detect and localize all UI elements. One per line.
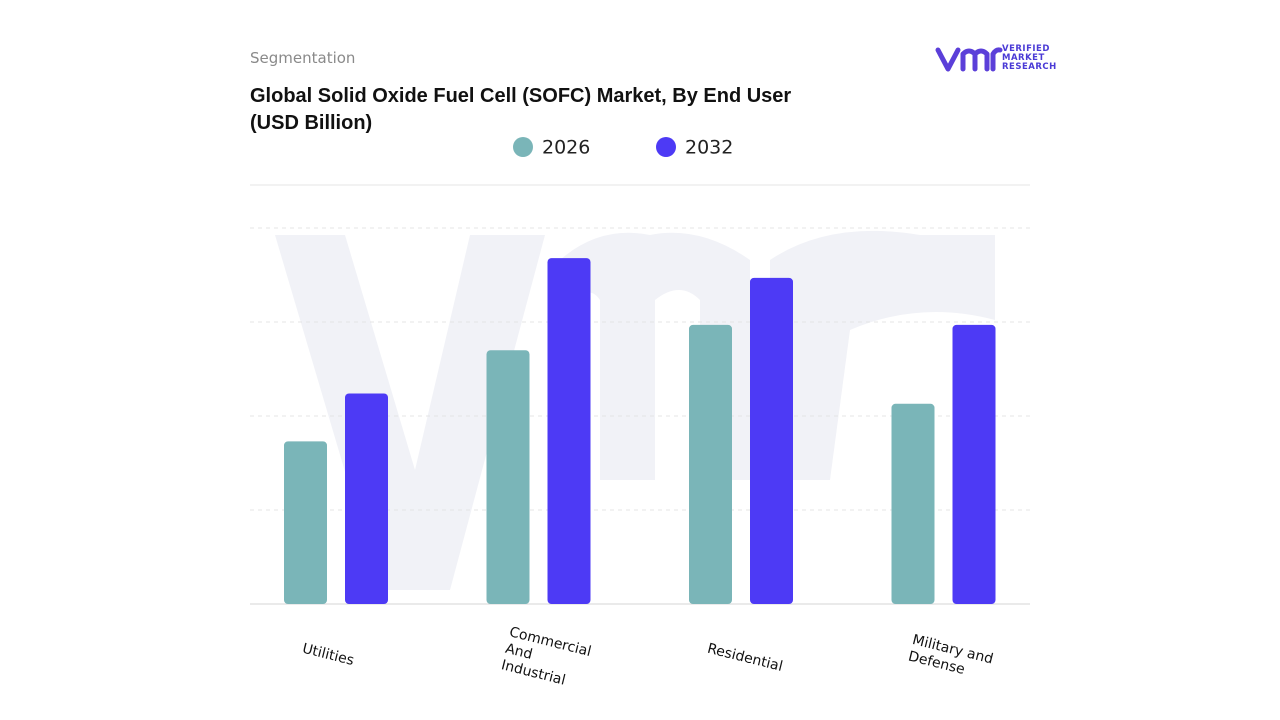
chart-title: Global Solid Oxide Fuel Cell (SOFC) Mark… [250,85,792,134]
legend-swatch [513,137,533,157]
logo-line: MARKET [1002,53,1045,63]
logo-line: VERIFIED [1002,44,1050,54]
section-label: Segmentation [250,49,356,67]
bar [486,350,530,604]
logo-mark [935,47,1003,72]
bar [952,324,996,604]
bar [689,324,732,604]
bar [547,258,591,604]
bar [284,441,327,604]
bar [891,403,935,604]
legend-label: 2026 [542,137,590,159]
bar [750,277,793,604]
logo-line: RESEARCH [1002,62,1057,72]
bar [345,393,388,604]
legend-swatch [656,137,676,157]
legend-label: 2032 [685,137,733,159]
logo-text: VERIFIED MARKET RESEARCH [1002,45,1057,72]
